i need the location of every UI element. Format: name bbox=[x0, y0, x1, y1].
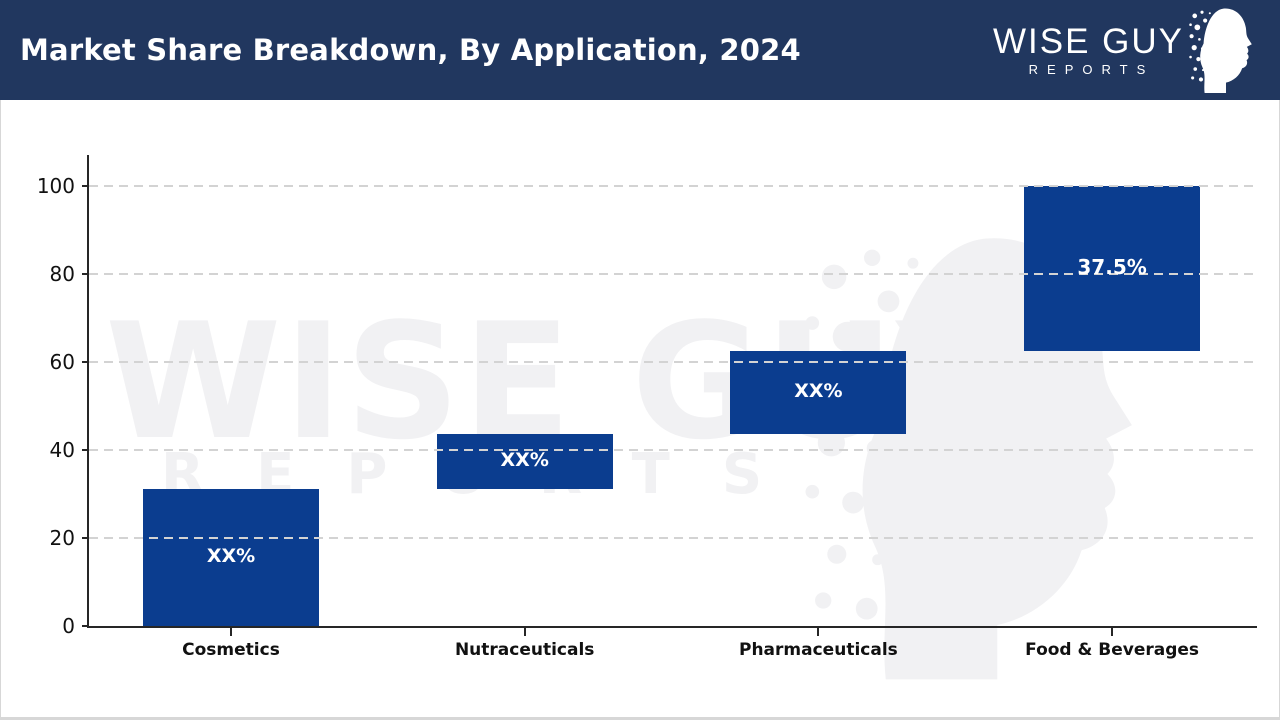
bar-value-label: XX% bbox=[794, 379, 843, 402]
y-axis-tick-80 bbox=[82, 272, 89, 275]
bar-value-label: XX% bbox=[206, 544, 256, 567]
x-category-label: Cosmetics bbox=[182, 640, 280, 660]
y-axis-tick-20 bbox=[82, 536, 89, 539]
x-axis-tick bbox=[230, 628, 232, 636]
y-axis-tick-0 bbox=[82, 625, 89, 627]
x-category-label: Nutraceuticals bbox=[454, 640, 595, 660]
header-band: Market Share Breakdown, By Application, … bbox=[0, 0, 1280, 100]
x-axis-tick bbox=[1111, 628, 1114, 636]
bar-segment-food-beverages bbox=[1024, 185, 1201, 351]
x-category-label: Pharmaceuticals bbox=[739, 640, 898, 660]
x-axis-tick bbox=[523, 628, 526, 636]
y-tick-label-60: 60 bbox=[49, 349, 75, 374]
logo-head-icon bbox=[1189, 8, 1252, 93]
gridline-20 bbox=[89, 536, 1257, 539]
logo-wordmark: WISE GUY REPORTS bbox=[993, 24, 1184, 76]
bar-segment-pharmaceuticals bbox=[730, 350, 907, 435]
y-axis-line bbox=[87, 155, 89, 628]
gridline-80 bbox=[89, 272, 1257, 275]
gridline-40 bbox=[89, 448, 1257, 451]
y-tick-label-0: 0 bbox=[62, 614, 75, 638]
x-axis-line bbox=[87, 626, 1257, 628]
y-axis-tick-40 bbox=[82, 448, 89, 451]
x-axis-tick bbox=[817, 628, 820, 636]
page-title: Market Share Breakdown, By Application, … bbox=[20, 33, 801, 67]
y-tick-label-100: 100 bbox=[36, 173, 75, 198]
wise-guy-logo: WISE GUY REPORTS bbox=[993, 7, 1260, 93]
y-axis-tick-100 bbox=[82, 184, 89, 187]
bar-segment-nutraceuticals bbox=[436, 434, 613, 490]
y-tick-label-80: 80 bbox=[49, 261, 75, 286]
chart-sheet: WISE GUY REPORTS 020406080100XX%Cosmetic… bbox=[0, 100, 1280, 720]
y-axis-tick-60 bbox=[82, 360, 89, 363]
bar-value-label: 37.5% bbox=[1077, 255, 1147, 280]
x-category-label: Food & Beverages bbox=[1025, 640, 1200, 660]
plot-area: 0 20 40 60 80 100 XX% Cosmetics XX% Nutraceutical… bbox=[1, 100, 1279, 717]
bar-value-label: XX% bbox=[500, 448, 549, 471]
gridline-60 bbox=[89, 360, 1257, 363]
y-tick-label-20: 20 bbox=[49, 525, 75, 550]
gridline-100 bbox=[89, 184, 1257, 187]
bar-segment-cosmetics bbox=[143, 489, 319, 626]
y-tick-label-40: 40 bbox=[49, 437, 75, 462]
logo-wordmark-line1: WISE GUY bbox=[992, 22, 1184, 61]
logo-wordmark-line2: REPORTS bbox=[1028, 62, 1155, 77]
